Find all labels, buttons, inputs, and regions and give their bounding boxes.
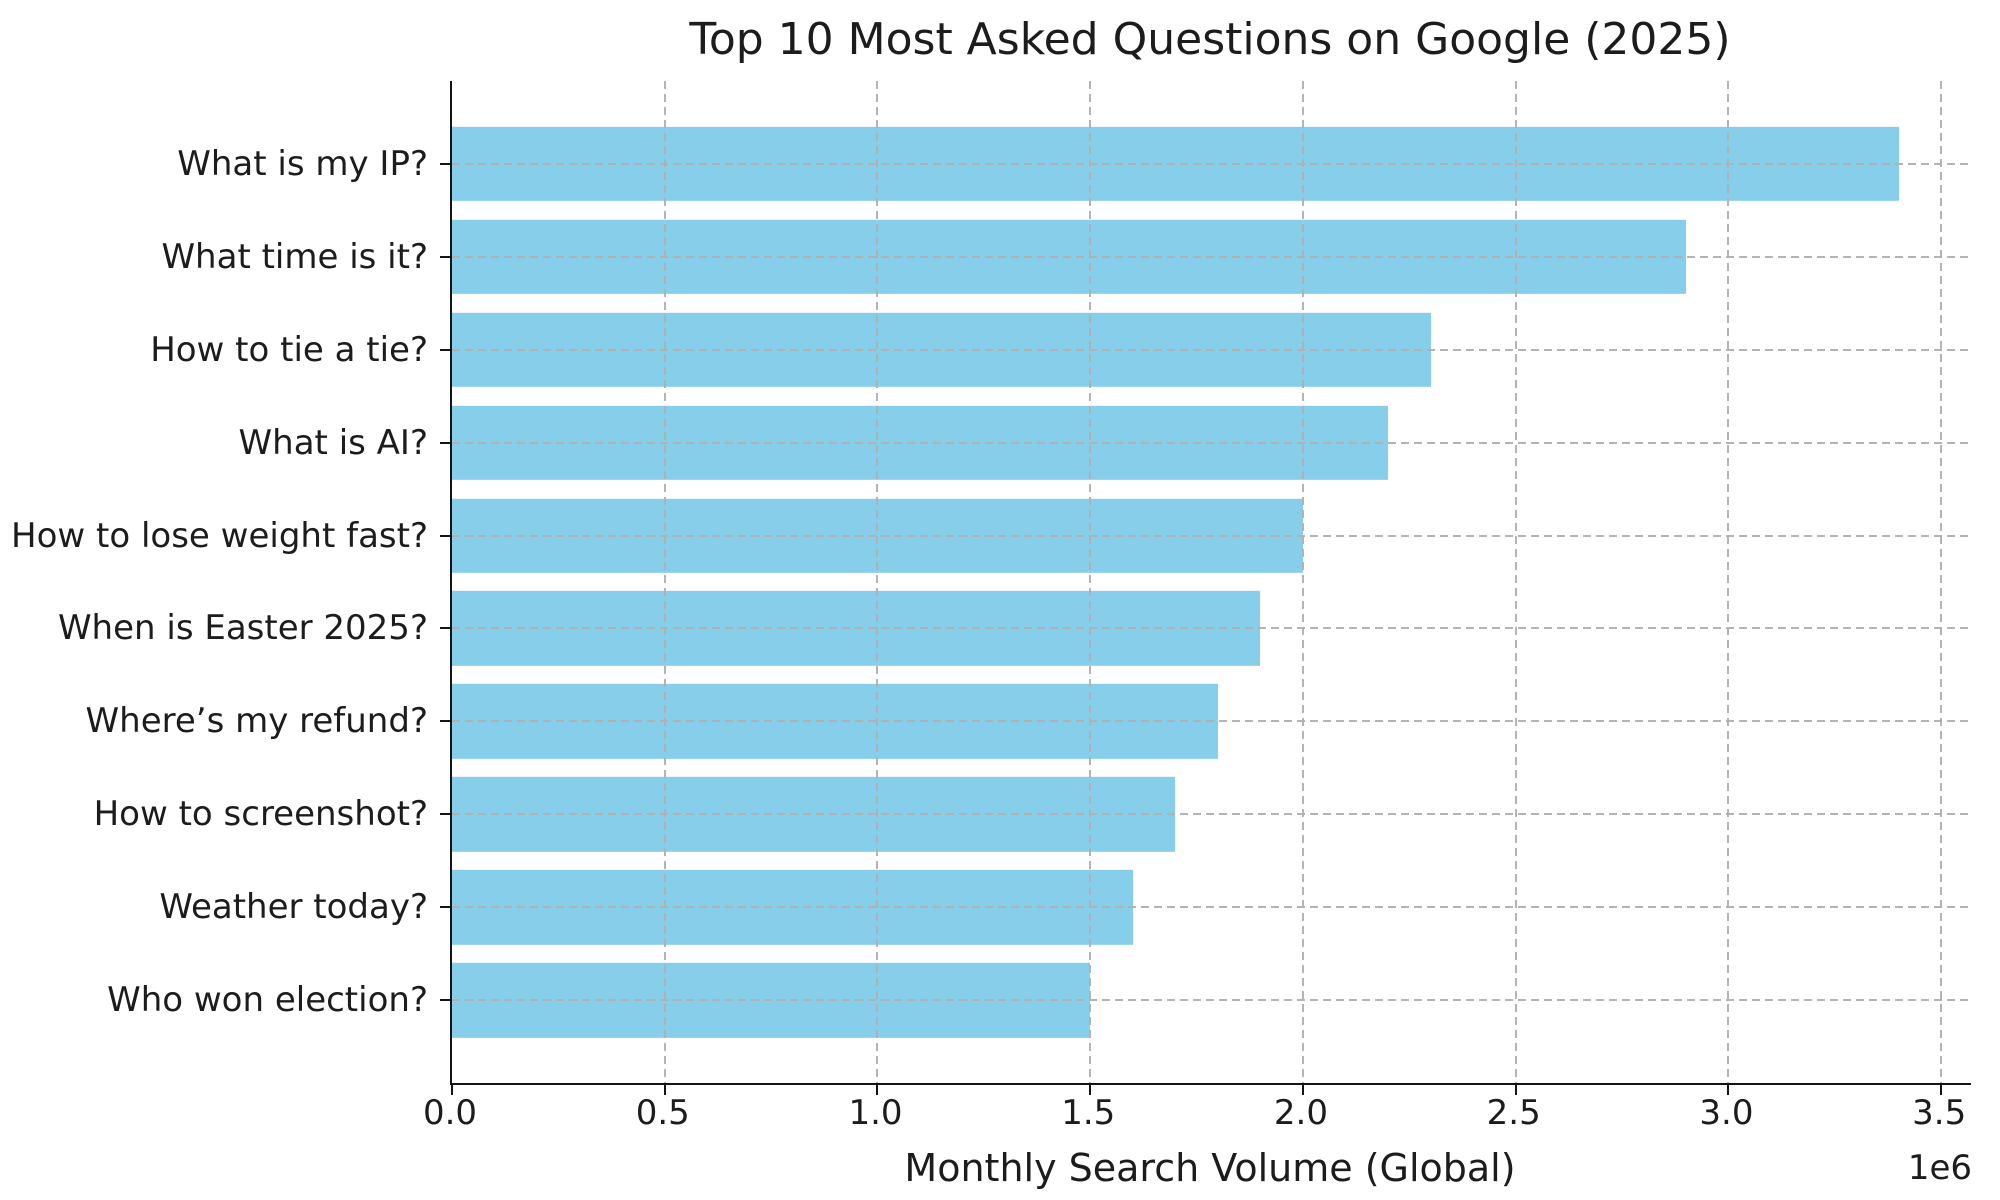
y-tick-label: What is my IP? <box>177 143 428 184</box>
y-tick-label: How to screenshot? <box>93 794 428 835</box>
y-axis-tick <box>440 813 450 816</box>
y-axis-tick <box>440 627 450 630</box>
vertical-gridline <box>1089 81 1092 1083</box>
x-axis-tick <box>451 1085 453 1095</box>
y-axis-tick <box>440 534 450 537</box>
y-tick-label: What is AI? <box>238 422 428 463</box>
x-axis-tick <box>1089 1085 1092 1095</box>
vertical-gridline <box>1301 81 1304 1083</box>
y-axis-tick <box>440 720 450 723</box>
y-tick-label: Who won election? <box>107 980 428 1021</box>
plot-area <box>440 81 1971 1095</box>
horizontal-gridline <box>452 348 1971 351</box>
y-axis-labels: What is my IP? What time is it? How to tie… <box>0 81 428 1083</box>
y-axis-tick <box>440 348 450 351</box>
x-tick-label: 0.0 <box>422 1093 478 1133</box>
x-axis-tick-labels: 0.0 0.5 1.0 1.5 2.0 2.5 3.0 3.5 <box>423 1093 1969 1140</box>
y-tick-label: How to lose weight fast? <box>11 515 428 556</box>
vertical-gridline <box>1514 81 1517 1083</box>
horizontal-gridline <box>452 720 1971 723</box>
y-axis-tick <box>440 441 450 444</box>
horizontal-gridline <box>452 906 1971 909</box>
x-tick-label: 3.5 <box>1912 1093 1967 1133</box>
vertical-gridline <box>663 81 666 1083</box>
horizontal-gridline <box>452 627 1971 630</box>
x-tick-label: 1.5 <box>1061 1093 1116 1133</box>
x-tick-label: 1.0 <box>848 1093 903 1133</box>
y-tick-label: When is Easter 2025? <box>57 608 428 649</box>
y-axis-tick <box>440 255 450 258</box>
horizontal-gridline <box>452 999 1971 1002</box>
y-tick-label: Weather today? <box>159 887 428 928</box>
y-axis-tick <box>440 906 450 909</box>
x-axis-tick <box>663 1085 666 1095</box>
y-axis-tick <box>440 162 450 165</box>
vertical-gridline <box>1940 81 1943 1083</box>
horizontal-gridline <box>452 813 1971 816</box>
vertical-gridline <box>876 81 879 1083</box>
x-axis-tick <box>1727 1085 1730 1095</box>
y-tick-label: Where’s my refund? <box>85 701 428 742</box>
x-axis-tick <box>1940 1085 1943 1095</box>
y-tick-label: What time is it? <box>161 236 428 277</box>
horizontal-gridline <box>452 441 1971 444</box>
x-axis-tick <box>876 1085 879 1095</box>
x-tick-label: 2.5 <box>1486 1093 1541 1133</box>
horizontal-gridline <box>452 255 1971 258</box>
y-axis-tick <box>440 999 450 1002</box>
x-axis-tick <box>1514 1085 1517 1095</box>
chart-title: Top 10 Most Asked Questions on Google (2… <box>689 14 1731 65</box>
x-axis-title: Monthly Search Volume (Global) <box>904 1146 1516 1190</box>
x-tick-label: 0.5 <box>635 1093 690 1133</box>
y-tick-label: How to tie a tie? <box>150 329 428 370</box>
axis-offset-text: 1e6 <box>1907 1148 1972 1188</box>
horizontal-gridline <box>452 162 1971 165</box>
x-tick-label: 2.0 <box>1273 1093 1329 1133</box>
vertical-gridline <box>1727 81 1730 1083</box>
x-tick-label: 3.0 <box>1699 1093 1754 1133</box>
x-axis-tick <box>1301 1085 1304 1095</box>
horizontal-gridline <box>452 534 1971 537</box>
